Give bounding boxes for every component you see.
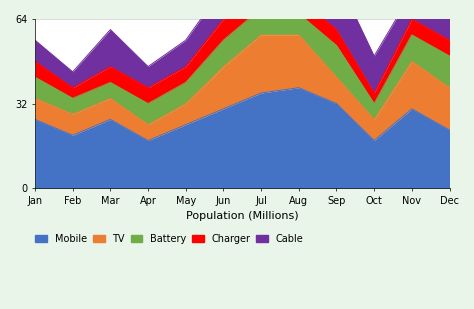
Legend: Mobile, TV, Battery, Charger, Cable: Mobile, TV, Battery, Charger, Cable: [32, 230, 308, 248]
X-axis label: Population (Millions): Population (Millions): [186, 211, 299, 221]
